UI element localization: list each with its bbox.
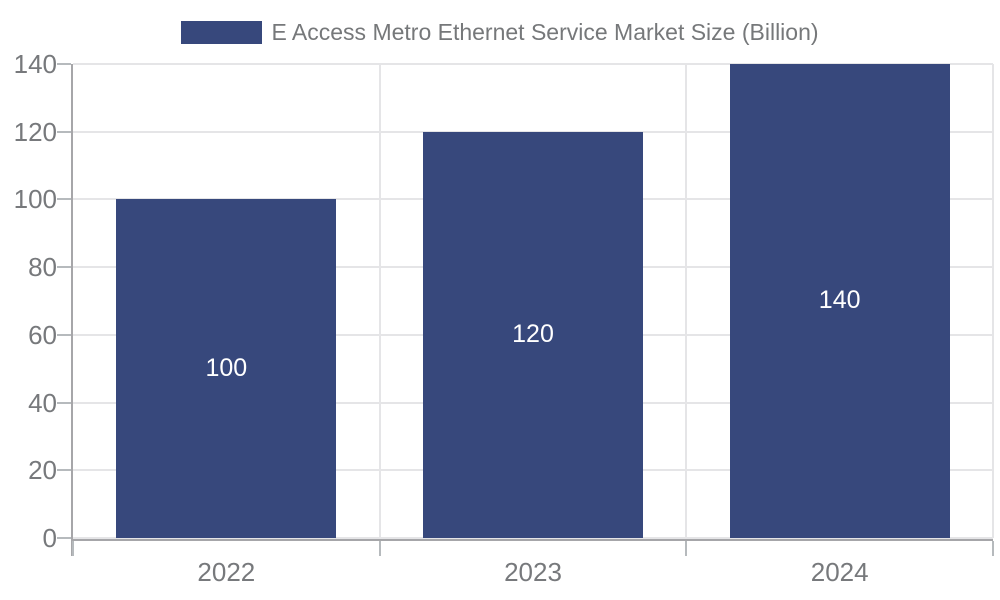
bar-2024: 140 bbox=[729, 64, 950, 538]
y-tick-label-80: 80 bbox=[28, 252, 57, 283]
bar-value-label-2022: 100 bbox=[205, 353, 248, 382]
gridline-x-3 bbox=[992, 64, 994, 538]
y-tick-label-140: 140 bbox=[13, 49, 57, 79]
x-tick-label-2024: 2024 bbox=[810, 557, 869, 587]
y-tick-label-120: 120 bbox=[13, 116, 57, 147]
x-tick-2 bbox=[685, 541, 688, 556]
x-tick-3 bbox=[992, 541, 994, 556]
y-tick-120 bbox=[57, 130, 71, 133]
x-axis-line bbox=[73, 539, 993, 541]
bar-value-label-2023: 120 bbox=[512, 319, 554, 348]
legend-swatch-icon bbox=[181, 20, 263, 44]
gridline-x-1 bbox=[378, 64, 381, 538]
y-tick-label-100: 100 bbox=[13, 184, 57, 215]
x-tick-label-2023: 2023 bbox=[504, 557, 562, 587]
x-tick-label-2022: 2022 bbox=[197, 557, 256, 587]
y-tick-label-40: 40 bbox=[28, 387, 57, 418]
y-tick-140 bbox=[57, 63, 71, 65]
bar-2022: 100 bbox=[116, 199, 337, 538]
legend: E Access Metro Ethernet Service Market S… bbox=[0, 18, 1000, 46]
gridline-x-2 bbox=[685, 64, 688, 538]
bar-value-label-2024: 140 bbox=[818, 286, 861, 314]
y-tick-60 bbox=[57, 333, 71, 336]
y-tick-label-0: 0 bbox=[42, 523, 57, 553]
y-tick-100 bbox=[57, 198, 71, 201]
y-tick-label-60: 60 bbox=[28, 319, 57, 350]
x-tick-1 bbox=[378, 541, 381, 556]
y-tick-80 bbox=[57, 266, 71, 269]
gridline-y-0 bbox=[73, 537, 993, 539]
legend-item[interactable]: E Access Metro Ethernet Service Market S… bbox=[181, 18, 819, 46]
y-tick-20 bbox=[57, 469, 71, 472]
y-tick-label-20: 20 bbox=[28, 455, 57, 486]
x-tick-0 bbox=[72, 541, 74, 556]
bar-2023: 120 bbox=[423, 131, 643, 538]
gridline-y-140 bbox=[73, 63, 993, 65]
legend-label: E Access Metro Ethernet Service Market S… bbox=[271, 18, 819, 45]
y-axis-line bbox=[71, 64, 73, 556]
y-tick-0 bbox=[57, 537, 71, 539]
y-tick-40 bbox=[57, 401, 71, 404]
